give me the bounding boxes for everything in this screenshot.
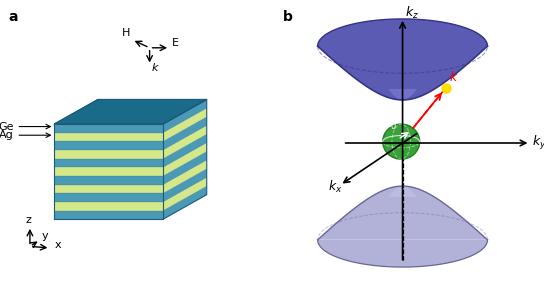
Polygon shape: [163, 100, 207, 133]
Text: Ag: Ag: [0, 130, 51, 140]
Polygon shape: [163, 134, 207, 167]
Text: $k_z$: $k_z$: [405, 5, 419, 21]
Polygon shape: [163, 177, 207, 210]
Text: z: z: [25, 215, 31, 225]
Text: E: E: [172, 38, 179, 48]
Text: $k$: $k$: [449, 70, 459, 84]
Text: $k_0$: $k_0$: [384, 116, 398, 132]
Text: a: a: [8, 10, 17, 24]
Polygon shape: [163, 117, 207, 150]
Polygon shape: [54, 184, 163, 193]
Text: H: H: [122, 28, 131, 38]
Polygon shape: [54, 193, 163, 202]
Polygon shape: [54, 176, 163, 184]
Polygon shape: [54, 100, 207, 124]
Polygon shape: [54, 141, 163, 150]
Text: $k_x$: $k_x$: [327, 178, 342, 195]
Text: y: y: [41, 231, 48, 241]
Text: Ge: Ge: [0, 122, 51, 132]
Text: k: k: [151, 63, 158, 73]
Polygon shape: [163, 160, 207, 193]
Text: b: b: [283, 10, 293, 24]
Polygon shape: [318, 19, 487, 100]
Polygon shape: [388, 186, 417, 197]
Polygon shape: [163, 169, 207, 202]
Polygon shape: [54, 133, 163, 141]
Polygon shape: [163, 151, 207, 184]
Polygon shape: [54, 167, 163, 176]
Polygon shape: [54, 150, 163, 158]
Polygon shape: [163, 143, 207, 176]
Polygon shape: [163, 108, 207, 141]
Polygon shape: [388, 89, 417, 100]
Polygon shape: [163, 186, 207, 219]
Polygon shape: [54, 210, 163, 219]
Polygon shape: [54, 158, 163, 167]
Polygon shape: [54, 202, 163, 210]
Text: x: x: [54, 240, 61, 250]
Polygon shape: [163, 126, 207, 158]
Text: $k_y$: $k_y$: [531, 134, 544, 152]
Polygon shape: [54, 124, 163, 133]
Ellipse shape: [383, 124, 420, 159]
Polygon shape: [318, 186, 487, 267]
